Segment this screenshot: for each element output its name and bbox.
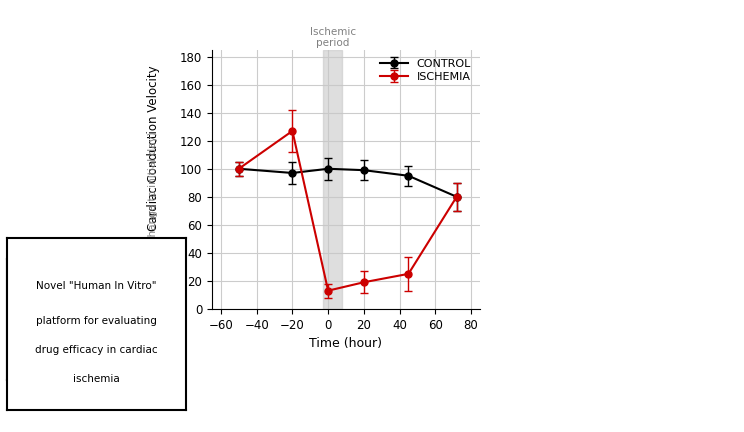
Bar [323, 50, 342, 309]
Text: platform for evaluating: platform for evaluating [36, 315, 157, 326]
Text: (relative change to initial day): (relative change to initial day) [148, 132, 158, 289]
Legend: CONTROL, ISCHEMIA: CONTROL, ISCHEMIA [376, 55, 475, 85]
Text: "In Vivo": "In Vivo" [65, 333, 113, 343]
X-axis label: Time (hour): Time (hour) [310, 337, 382, 350]
Text: Cardiac Conduction Velocity: Cardiac Conduction Velocity [147, 65, 160, 231]
Text: Human Cardiac Ischemia: Human Cardiac Ischemia [19, 296, 159, 307]
Text: ischemia: ischemia [74, 374, 120, 384]
Text: Ischemic
period: Ischemic period [310, 27, 356, 48]
Text: drug efficacy in cardiac: drug efficacy in cardiac [36, 345, 158, 355]
Text: Novel "Human In Vitro": Novel "Human In Vitro" [36, 281, 157, 291]
